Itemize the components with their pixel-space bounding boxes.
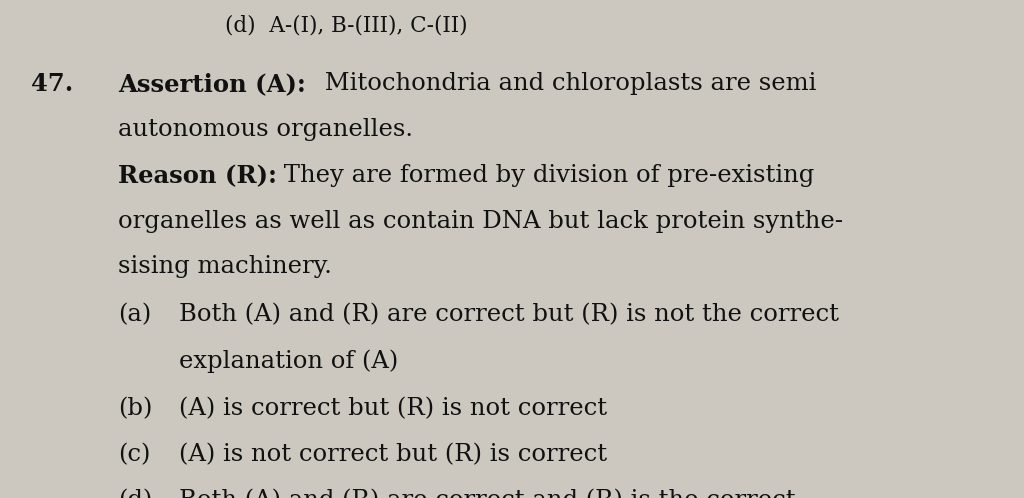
Text: sising machinery.: sising machinery.: [118, 255, 332, 278]
Text: Both (A) and (R) are correct but (R) is not the correct: Both (A) and (R) are correct but (R) is …: [179, 304, 840, 327]
Text: (c): (c): [118, 443, 151, 466]
Text: (d)  A-(I), B-(III), C-(II): (d) A-(I), B-(III), C-(II): [225, 15, 468, 37]
Text: 47.: 47.: [31, 72, 73, 96]
Text: Mitochondria and chloroplasts are semi: Mitochondria and chloroplasts are semi: [317, 72, 817, 95]
Text: autonomous organelles.: autonomous organelles.: [118, 118, 413, 141]
Text: (A) is correct but (R) is not correct: (A) is correct but (R) is not correct: [179, 397, 607, 420]
Text: organelles as well as contain DNA but lack protein synthe-: organelles as well as contain DNA but la…: [118, 210, 843, 233]
Text: Reason (R):: Reason (R):: [118, 164, 276, 188]
Text: (b): (b): [118, 397, 153, 420]
Text: (a): (a): [118, 304, 151, 327]
Text: Assertion (A):: Assertion (A):: [118, 72, 305, 96]
Text: They are formed by division of pre-existing: They are formed by division of pre-exist…: [276, 164, 815, 187]
Text: Both (A) and (R) are correct and (R) is the correct: Both (A) and (R) are correct and (R) is …: [179, 489, 796, 498]
Text: explanation of (A): explanation of (A): [179, 350, 398, 373]
Text: (A) is not correct but (R) is correct: (A) is not correct but (R) is correct: [179, 443, 607, 466]
Text: (d): (d): [118, 489, 152, 498]
